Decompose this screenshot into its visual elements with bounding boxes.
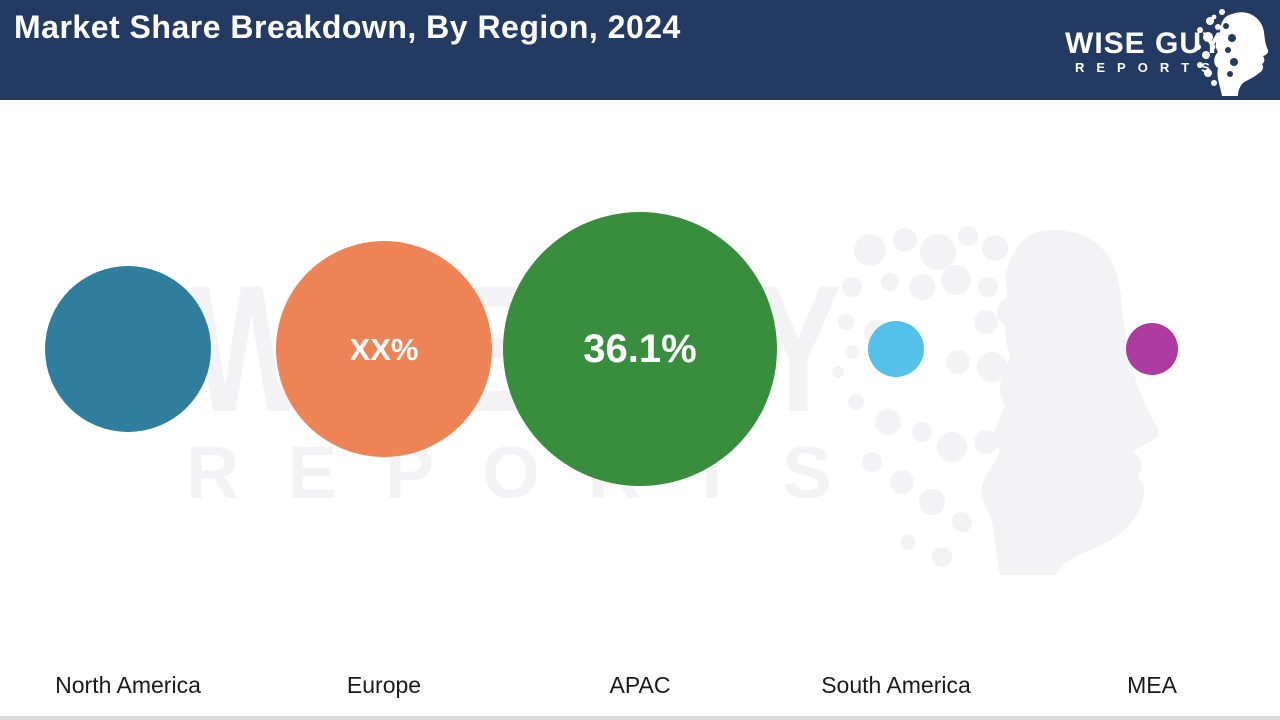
head-icon xyxy=(1195,9,1269,96)
category-label-europe: Europe xyxy=(346,672,422,698)
category-label-apac: APAC xyxy=(609,672,671,698)
bubble-chart: WISE GUY REPORTS xyxy=(0,100,1280,720)
logo-reports-text: REPORTS xyxy=(1075,60,1222,75)
category-label-mea: MEA xyxy=(1127,672,1177,698)
bubble-europe: XX% xyxy=(276,241,492,457)
category-label-south-america: South America xyxy=(821,672,971,698)
bubble-south-america xyxy=(868,321,924,377)
bubble-mea xyxy=(1126,323,1178,375)
bubble-north-america xyxy=(45,266,211,432)
bubble-apac: 36.1% xyxy=(503,212,777,486)
watermark-head-icon xyxy=(832,226,1159,575)
page-title: Market Share Breakdown, By Region, 2024 xyxy=(14,9,681,45)
bubble-value-label: 36.1% xyxy=(583,327,697,371)
category-label-north-america: North America xyxy=(55,672,201,698)
bubble-value-label: XX% xyxy=(349,331,419,367)
watermark-reports-text: REPORTS xyxy=(186,431,880,514)
logo-wordmark: WISE GUY xyxy=(1065,27,1224,60)
header-bar: Market Share Breakdown, By Region, 2024 … xyxy=(0,0,1280,100)
wiseguy-logo: WISE GUY REPORTS xyxy=(1024,0,1274,100)
bottom-strip xyxy=(0,716,1280,720)
